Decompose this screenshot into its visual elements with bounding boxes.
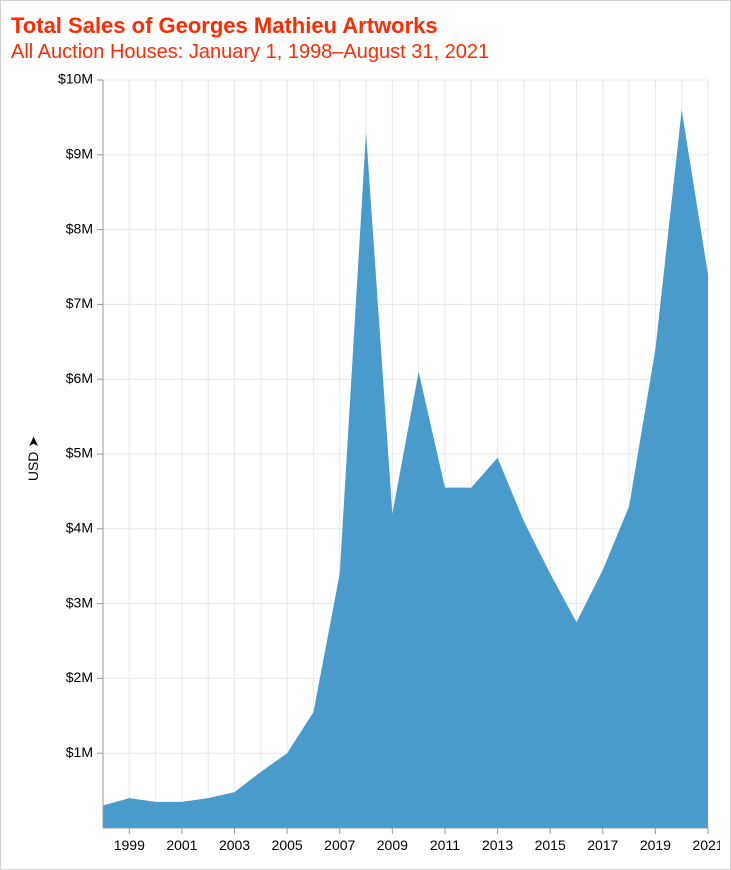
y-tick-label: $3M bbox=[66, 594, 93, 610]
x-tick-label: 2005 bbox=[272, 837, 303, 853]
y-axis-label-text: USD bbox=[25, 452, 41, 482]
x-tick-label: 2011 bbox=[430, 837, 460, 853]
y-tick-label: $6M bbox=[66, 370, 93, 386]
area-chart-svg: $1M $2M $3M $4M $5M $6M $7M $8M $9M $10M 1999 2001 2… bbox=[11, 70, 720, 860]
x-tick-label: 2019 bbox=[640, 837, 671, 853]
y-tick-label: $9M bbox=[66, 146, 93, 162]
chart-container: Total Sales of Georges Mathieu Artworks … bbox=[0, 0, 731, 870]
x-tick-label: 2015 bbox=[535, 837, 566, 853]
chart-title: Total Sales of Georges Mathieu Artworks bbox=[11, 13, 720, 39]
x-tick-label: 2001 bbox=[166, 837, 197, 853]
y-tick-label: $10M bbox=[58, 71, 93, 87]
x-tick-label: 2007 bbox=[324, 837, 355, 853]
chart-area: $1M $2M $3M $4M $5M $6M $7M $8M $9M $10M 1999 2001 2… bbox=[11, 70, 720, 860]
x-tick-label: 2013 bbox=[482, 837, 513, 853]
x-tick-label: 1999 bbox=[114, 837, 145, 853]
x-tick-label: 2017 bbox=[587, 837, 618, 853]
x-tick-label: 2021 bbox=[692, 837, 720, 853]
y-tick-label: $7M bbox=[66, 295, 93, 311]
chart-subtitle: All Auction Houses: January 1, 1998–Augu… bbox=[11, 41, 720, 64]
y-tick-label: $5M bbox=[66, 445, 93, 461]
y-tick-label: $4M bbox=[66, 520, 93, 536]
y-tick-label: $2M bbox=[66, 669, 93, 685]
x-tick-label: 2003 bbox=[219, 837, 250, 853]
y-tick-label: $8M bbox=[66, 220, 93, 236]
y-tick-label: $1M bbox=[66, 744, 93, 760]
area-series bbox=[103, 110, 708, 828]
y-axis-label: USD ➤ bbox=[25, 436, 42, 481]
x-tick-label: 2009 bbox=[377, 837, 408, 853]
arrow-icon: ➤ bbox=[25, 436, 42, 448]
